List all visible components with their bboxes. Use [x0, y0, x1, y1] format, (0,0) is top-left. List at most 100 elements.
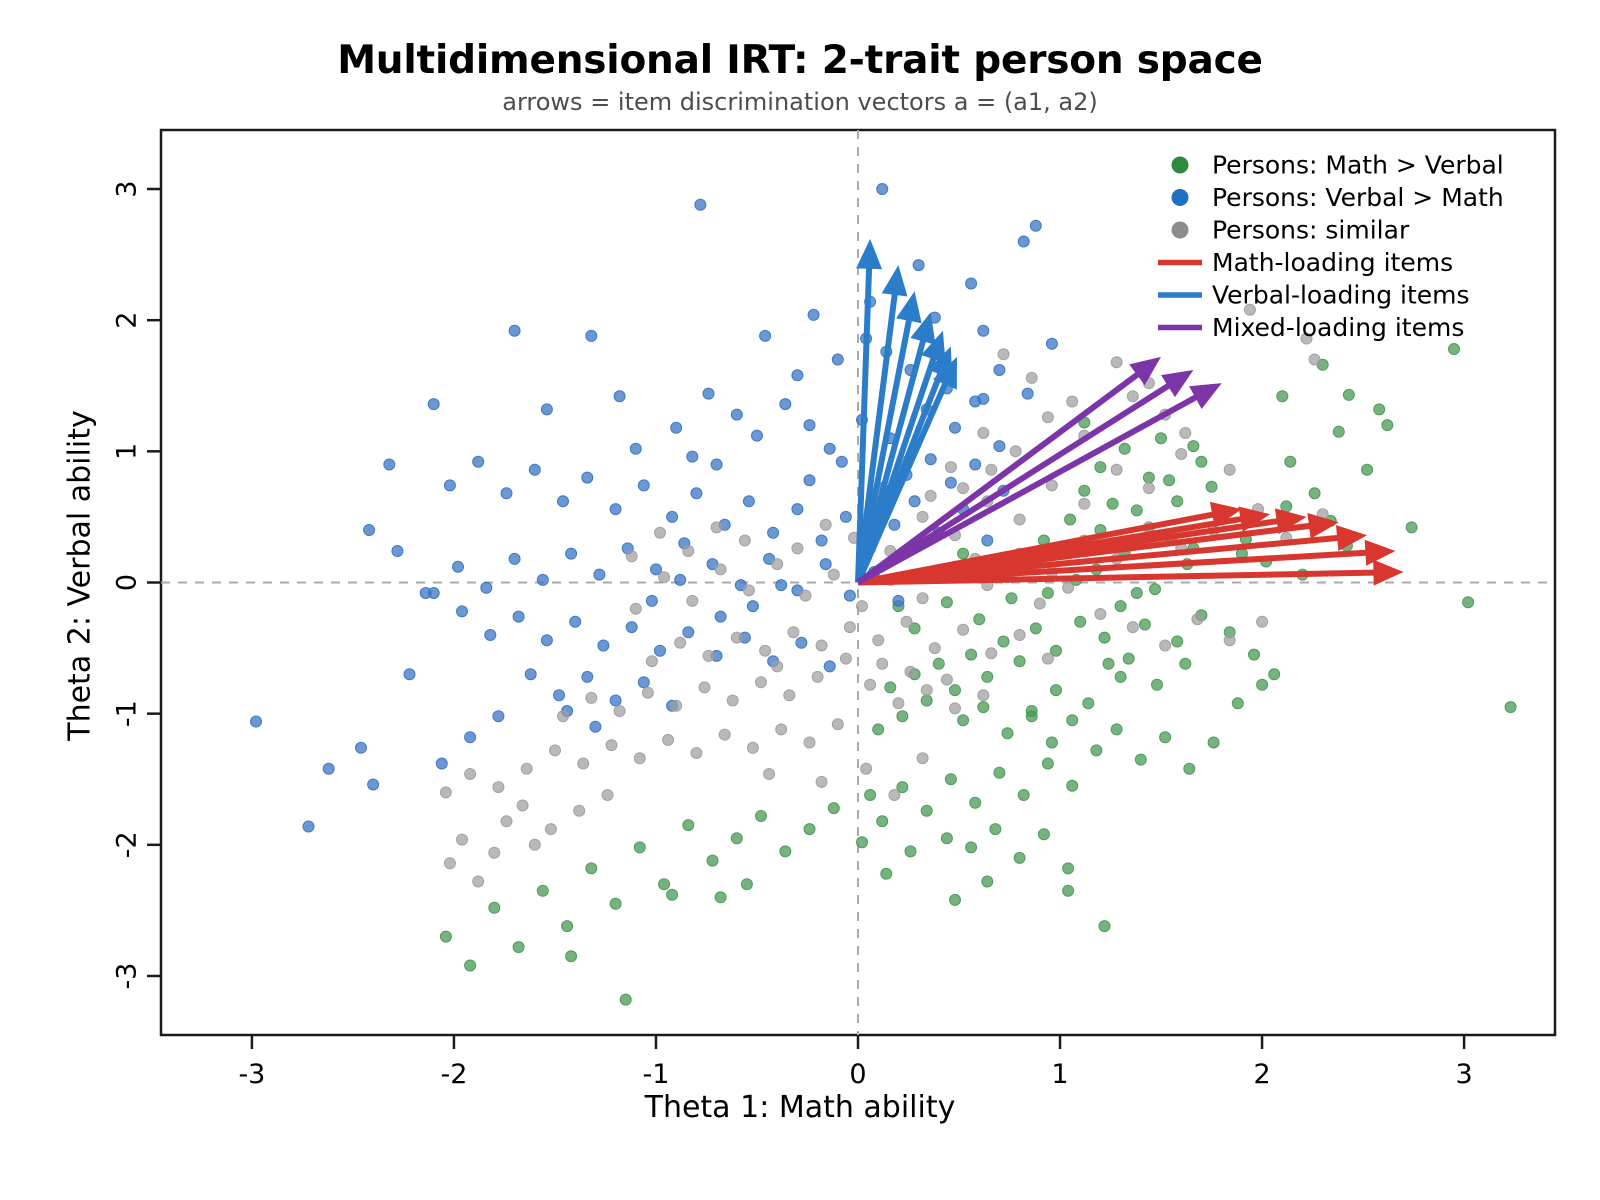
x-tick-label: 3 [1455, 1059, 1472, 1090]
data-point [1041, 587, 1054, 599]
data-point [839, 510, 852, 523]
data-point [823, 442, 836, 455]
data-point [920, 694, 933, 707]
data-point [1062, 884, 1075, 897]
data-point [755, 810, 767, 822]
data-point [492, 781, 505, 794]
data-point [916, 510, 929, 523]
data-point [755, 676, 767, 689]
data-point [876, 815, 889, 828]
data-point [924, 453, 937, 466]
data-point [427, 587, 440, 599]
data-point [807, 308, 820, 321]
item-vector-head [1274, 508, 1307, 535]
data-point [557, 710, 569, 723]
data-point [811, 670, 824, 683]
data-point [1094, 608, 1107, 620]
data-point [1013, 513, 1026, 526]
data-point [561, 920, 574, 933]
data-point [779, 398, 792, 411]
data-point [1029, 219, 1042, 232]
data-point [714, 610, 727, 623]
data-point [1041, 652, 1054, 665]
data-point [860, 762, 873, 775]
data-point [1110, 463, 1123, 476]
data-point [815, 639, 828, 652]
data-point [738, 534, 751, 547]
data-point [472, 875, 485, 888]
data-point [1029, 622, 1042, 635]
data-point [969, 458, 982, 471]
data-point [540, 403, 553, 416]
data-point [940, 673, 953, 686]
data-point [573, 804, 586, 817]
data-point [658, 878, 671, 891]
data-point [742, 584, 755, 597]
data-point [985, 647, 998, 660]
data-point [1078, 484, 1091, 497]
data-point [1001, 727, 1014, 740]
item-vector [855, 313, 914, 584]
data-point [706, 854, 719, 867]
data-point [965, 841, 978, 854]
data-point [944, 773, 957, 786]
data-point [746, 600, 759, 613]
data-point [957, 714, 970, 727]
data-point [250, 715, 262, 728]
data-point [710, 521, 723, 534]
data-point [1090, 744, 1103, 757]
data-point [1110, 356, 1123, 369]
data-point [932, 657, 945, 670]
arrow-group-0 [857, 501, 1404, 586]
data-point [1280, 500, 1293, 513]
data-point [714, 891, 727, 904]
y-tick-label: -2 [112, 831, 143, 858]
data-point [581, 670, 594, 683]
data-point [593, 568, 606, 581]
data-point [1041, 411, 1054, 424]
y-tick-label: 0 [112, 574, 143, 591]
data-point [746, 741, 759, 754]
data-point [484, 629, 497, 641]
data-point [456, 833, 468, 846]
data-point [456, 605, 468, 618]
data-point [1025, 710, 1038, 723]
data-point [795, 636, 808, 649]
data-point [827, 802, 840, 815]
item-vector-head [1364, 539, 1396, 566]
data-point [1098, 631, 1111, 644]
legend-marker-dot [1171, 156, 1189, 174]
data-point [1231, 697, 1244, 710]
item-vector-head [881, 265, 908, 297]
data-point [1149, 583, 1161, 596]
data-point [710, 458, 723, 471]
data-point [726, 694, 739, 707]
data-point [512, 941, 525, 954]
legend-marker-dot [1171, 189, 1189, 206]
data-point [1171, 495, 1184, 508]
series-1 [250, 183, 1058, 833]
data-point [1342, 388, 1355, 401]
data-point [1175, 448, 1188, 460]
data-point [690, 747, 703, 759]
data-point [916, 752, 929, 765]
data-point [920, 684, 933, 697]
data-point [981, 875, 994, 888]
data-point [823, 660, 836, 673]
data-point [1183, 762, 1196, 775]
data-point [1045, 479, 1058, 492]
data-point [884, 681, 897, 694]
data-point [1159, 639, 1172, 652]
legend-marker-dot [1171, 221, 1189, 239]
y-tick-label: 1 [112, 443, 143, 460]
data-point [1205, 480, 1218, 493]
data-point [682, 545, 695, 557]
data-point [302, 820, 315, 833]
data-point [775, 579, 788, 592]
data-point [625, 621, 638, 634]
data-point [1256, 615, 1269, 628]
data-point [666, 888, 679, 901]
data-point [843, 621, 856, 634]
data-point [730, 832, 743, 845]
